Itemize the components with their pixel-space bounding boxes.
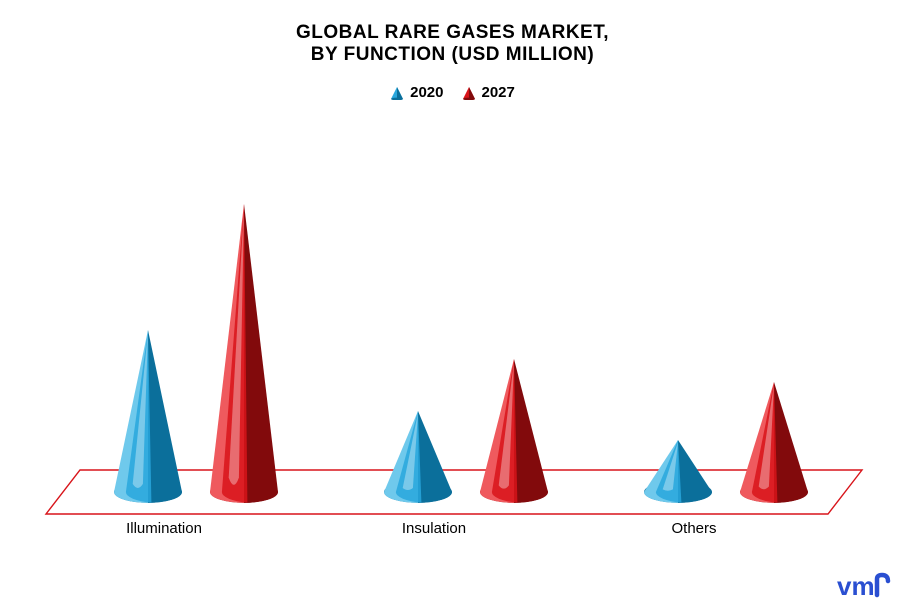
legend-item-2027: 2027 [462,84,515,101]
legend-swatch-2020 [390,86,404,100]
legend-item-2020: 2020 [390,84,443,101]
cone-illumination-2020 [114,330,182,510]
cone-insulation-2027 [480,359,548,510]
chart-title-block: GLOBAL RARE GASES MARKET, BY FUNCTION (U… [0,0,905,66]
cone-insulation-2020 [384,411,452,510]
chart-area: Illumination Insulation Others [44,180,864,510]
chart-title-line1: GLOBAL RARE GASES MARKET, [0,22,905,44]
vmr-logo-text: vm [837,571,875,601]
chart-title-line2: BY FUNCTION (USD MILLION) [0,44,905,66]
cone-others-2027 [740,382,808,510]
legend-label-2027: 2027 [482,84,515,101]
cone-others-2020 [644,440,712,510]
cone-illumination-2027 [210,204,278,510]
legend-label-2020: 2020 [410,84,443,101]
legend-swatch-2027 [462,86,476,100]
vmr-logo: vm [837,571,893,606]
category-label-2: Others [594,520,794,537]
category-label-1: Insulation [334,520,534,537]
category-label-0: Illumination [64,520,264,537]
legend: 2020 2027 [0,84,905,101]
